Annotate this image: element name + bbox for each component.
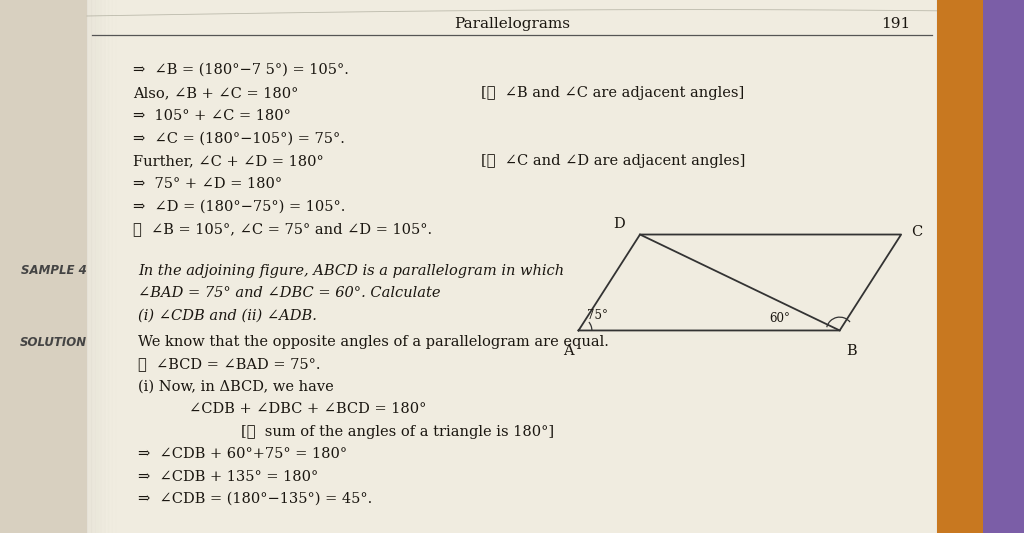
Text: ⇒  ∠CDB = (180°−135°) = 45°.: ⇒ ∠CDB = (180°−135°) = 45°. (138, 492, 373, 506)
FancyBboxPatch shape (87, 0, 937, 533)
Text: D: D (613, 217, 626, 231)
Text: [∵  sum of the angles of a triangle is 180°]: [∵ sum of the angles of a triangle is 18… (241, 425, 554, 439)
Text: Further, ∠C + ∠D = 180°: Further, ∠C + ∠D = 180° (133, 155, 324, 168)
Text: 191: 191 (882, 17, 910, 31)
Text: ⇒  ∠CDB + 135° = 180°: ⇒ ∠CDB + 135° = 180° (138, 470, 318, 483)
Text: ⇒  ∠CDB + 60°+75° = 180°: ⇒ ∠CDB + 60°+75° = 180° (138, 447, 347, 461)
Text: ⇒  ∠D = (180°−75°) = 105°.: ⇒ ∠D = (180°−75°) = 105°. (133, 199, 345, 213)
Text: ∴  ∠B = 105°, ∠C = 75° and ∠D = 105°.: ∴ ∠B = 105°, ∠C = 75° and ∠D = 105°. (133, 222, 432, 236)
Text: ⇒  75° + ∠D = 180°: ⇒ 75° + ∠D = 180° (133, 177, 283, 191)
Text: ⇒  ∠C = (180°−105°) = 75°.: ⇒ ∠C = (180°−105°) = 75°. (133, 132, 345, 146)
Text: [∵  ∠B and ∠C are adjacent angles]: [∵ ∠B and ∠C are adjacent angles] (481, 86, 744, 100)
FancyBboxPatch shape (87, 0, 92, 533)
Text: B: B (847, 344, 857, 358)
Text: Also, ∠B + ∠C = 180°: Also, ∠B + ∠C = 180° (133, 86, 298, 100)
Text: (i) Now, in ΔBCD, we have: (i) Now, in ΔBCD, we have (138, 380, 334, 394)
Text: 60°: 60° (770, 312, 791, 325)
Text: We know that the opposite angles of a parallelogram are equal.: We know that the opposite angles of a pa… (138, 335, 609, 349)
Text: In the adjoining figure, ABCD is a parallelogram in which: In the adjoining figure, ABCD is a paral… (138, 264, 564, 278)
Text: ⇒  ∠B = (180°−7 5°) = 105°.: ⇒ ∠B = (180°−7 5°) = 105°. (133, 62, 349, 76)
Text: ∠BAD = 75° and ∠DBC = 60°. Calculate: ∠BAD = 75° and ∠DBC = 60°. Calculate (138, 286, 440, 300)
Polygon shape (0, 0, 87, 533)
Text: (i) ∠CDB and (ii) ∠ADB.: (i) ∠CDB and (ii) ∠ADB. (138, 309, 317, 322)
Text: ∠CDB + ∠DBC + ∠BCD = 180°: ∠CDB + ∠DBC + ∠BCD = 180° (189, 402, 427, 416)
Text: SOLUTION: SOLUTION (19, 336, 87, 349)
Text: ⇒  105° + ∠C = 180°: ⇒ 105° + ∠C = 180° (133, 109, 291, 123)
Text: A: A (563, 344, 573, 358)
Text: C: C (911, 225, 922, 239)
Text: Parallelograms: Parallelograms (454, 17, 570, 31)
Polygon shape (937, 0, 983, 533)
Text: SAMPLE 4: SAMPLE 4 (22, 264, 87, 277)
Polygon shape (983, 0, 1024, 533)
Text: ∴  ∠BCD = ∠BAD = 75°.: ∴ ∠BCD = ∠BAD = 75°. (138, 358, 321, 372)
Text: [∵  ∠C and ∠D are adjacent angles]: [∵ ∠C and ∠D are adjacent angles] (481, 155, 745, 168)
Text: 75°: 75° (587, 310, 607, 322)
